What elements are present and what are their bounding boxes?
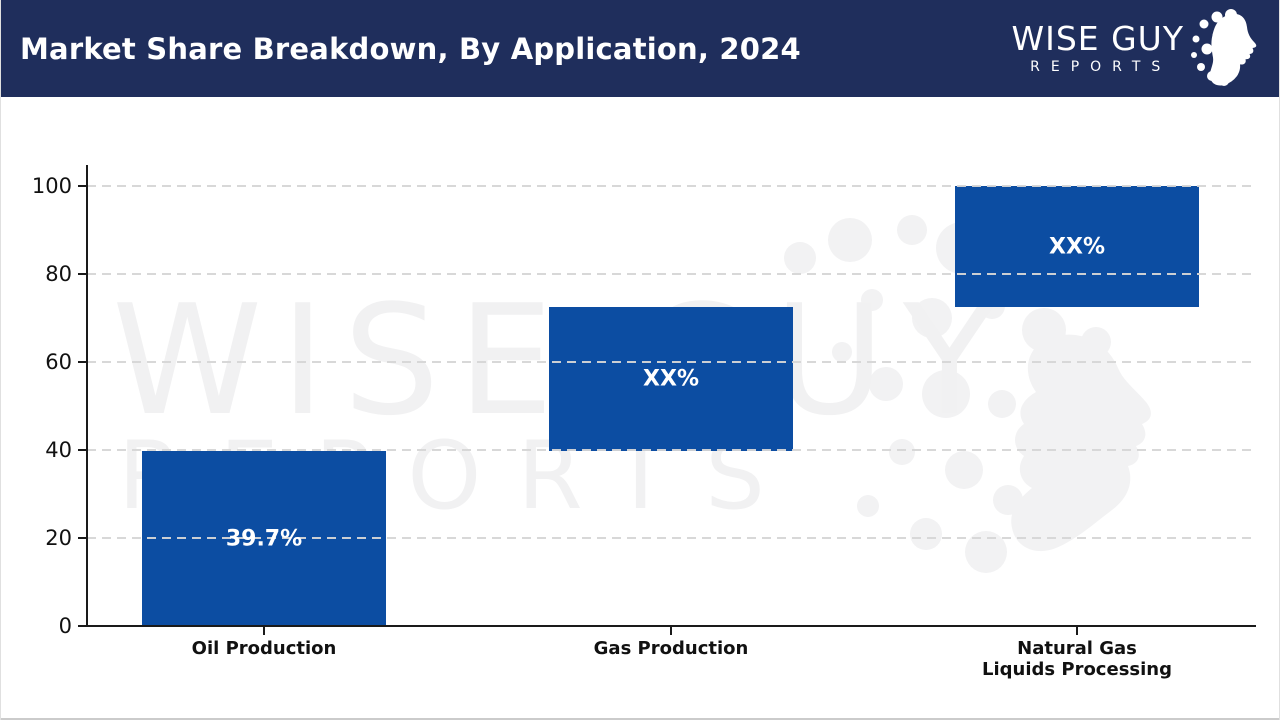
y-tick-mark-20	[78, 537, 86, 539]
y-tick-label-20: 20	[45, 526, 72, 550]
gridline-y-20	[87, 537, 1256, 539]
bar-gas-production	[549, 307, 793, 452]
header: Market Share Breakdown, By Application, …	[0, 0, 1280, 97]
x-tick-mark-gas-production	[670, 627, 672, 635]
x-category-label-oil-production: Oil Production	[191, 638, 337, 659]
gridline-y-60	[87, 361, 1256, 363]
y-tick-mark-60	[78, 361, 86, 363]
y-tick-mark-100	[78, 185, 86, 187]
bar-value-label-gas-production: XX%	[643, 366, 699, 392]
bar-value-label-natural-gas-liquids-processing: XX%	[1049, 234, 1105, 259]
gridline-y-100	[87, 185, 1256, 187]
bar-natural-gas-liquids-processing	[955, 186, 1199, 307]
x-category-label-gas-production: Gas Production	[593, 638, 749, 659]
logo: WISE GUY REPORTS	[1011, 8, 1260, 89]
y-tick-mark-40	[78, 449, 86, 451]
y-tick-mark-0	[78, 625, 86, 627]
logo-wordmark: WISE GUY	[1011, 19, 1184, 59]
y-tick-label-40: 40	[45, 438, 72, 462]
x-category-label-natural-gas-liquids-processing: Natural Gas Liquids Processing	[982, 638, 1172, 680]
logo-face-icon	[1191, 8, 1257, 86]
y-axis-line	[86, 165, 88, 627]
x-axis-line	[86, 625, 1256, 627]
gridline-y-80	[87, 273, 1256, 275]
page-title: Market Share Breakdown, By Application, …	[20, 31, 801, 66]
logo-text: WISE GUY REPORTS	[1011, 22, 1184, 75]
frame-bottom-edge	[0, 718, 1280, 720]
x-tick-mark-oil-production	[263, 627, 265, 635]
frame-left-edge	[0, 0, 1, 720]
y-tick-label-0: 0	[58, 614, 72, 638]
y-tick-mark-80	[78, 273, 86, 275]
logo-subtext: REPORTS	[1030, 58, 1172, 75]
y-tick-label-100: 100	[31, 174, 72, 198]
bar-value-label-oil-production: 39.7%	[225, 526, 303, 552]
y-tick-label-80: 80	[45, 262, 72, 286]
y-tick-label-60: 60	[45, 350, 72, 374]
gridline-y-40	[87, 449, 1256, 451]
x-tick-mark-natural-gas-liquids-processing	[1076, 627, 1078, 635]
